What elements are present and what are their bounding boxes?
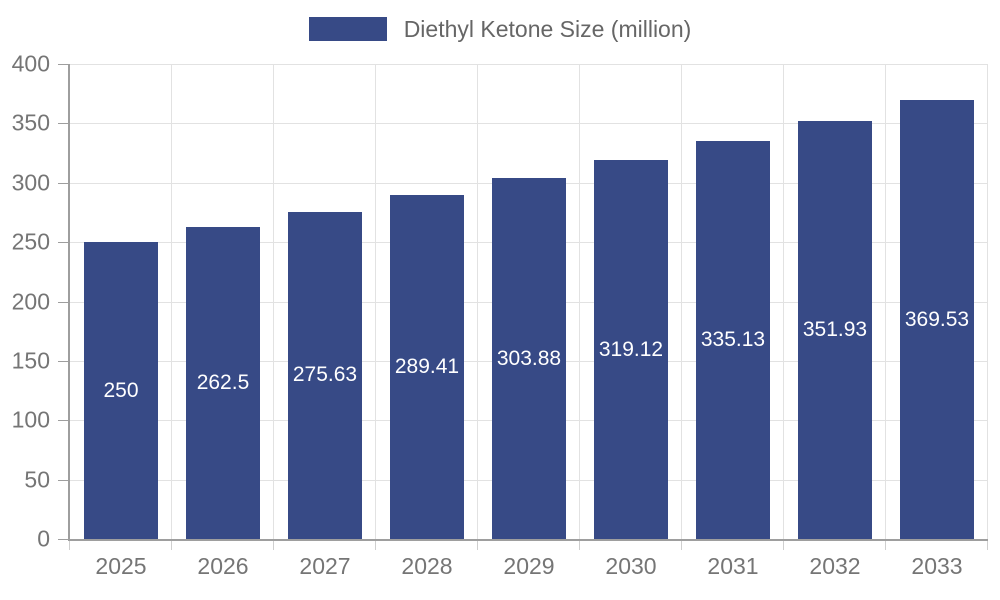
y-axis-tick-label: 0 [37, 525, 50, 552]
x-tick-mark [476, 541, 478, 550]
y-tick-mark [58, 360, 70, 362]
bar-slot: 319.12 [580, 64, 682, 539]
x-axis-tick-label: 2032 [809, 553, 861, 579]
bar-value-label: 369.53 [904, 307, 970, 331]
legend: Diethyl Ketone Size (million) [0, 17, 1000, 41]
legend-label: Diethyl Ketone Size (million) [403, 16, 692, 42]
bar-value-label: 275.63 [292, 363, 358, 387]
v-gridline [579, 64, 580, 539]
v-gridline [374, 64, 376, 539]
bar-slot: 262.5 [172, 64, 274, 539]
bar-value-label: 351.93 [802, 318, 868, 342]
v-gridline [884, 64, 886, 539]
x-axis-tick-label: 2027 [299, 553, 351, 579]
x-axis-tick-label: 2026 [197, 553, 249, 579]
y-axis-tick-label: 100 [11, 406, 50, 433]
x-tick-mark [272, 541, 274, 550]
bar-slot: 351.93 [784, 64, 886, 539]
x-tick-mark [374, 541, 376, 550]
bar-slot: 303.88 [478, 64, 580, 539]
h-gridline [70, 123, 988, 125]
bar-2030: 319.12 [593, 160, 669, 539]
y-axis-tick-label: 400 [11, 50, 50, 77]
x-axis-tick-label: 2030 [605, 553, 657, 579]
y-tick-mark [58, 242, 70, 244]
x-axis-tick-label: 2025 [95, 553, 147, 579]
x-tick-mark [680, 541, 682, 550]
v-gridline [783, 64, 784, 539]
bar-2032: 351.93 [797, 121, 873, 539]
bar-value-label: 319.12 [598, 337, 664, 361]
x-axis: 2025 2026 2027 2028 2029 2030 2031 2032 2033 [70, 553, 988, 580]
y-axis-tick-label: 200 [11, 288, 50, 314]
bar-value-label: 250 [103, 378, 139, 402]
bar-2033: 369.53 [899, 100, 975, 539]
y-tick-mark [58, 301, 70, 303]
y-axis-tick-label: 300 [11, 169, 50, 196]
v-gridline [987, 64, 988, 539]
legend-item[interactable]: Diethyl Ketone Size (million) [308, 16, 692, 42]
x-axis-tick-label: 2031 [707, 553, 759, 579]
bar-series: 250 262.5 275.63 289.41 303.88 319.12 335.13 35… [70, 64, 988, 539]
v-gridline [272, 64, 274, 539]
x-axis-tick-label: 2029 [503, 553, 555, 579]
x-tick-mark [783, 541, 784, 550]
y-axis-tick-label: 350 [11, 109, 50, 136]
bar-2028: 289.41 [389, 195, 465, 539]
h-gridline [70, 64, 988, 65]
bar-value-label: 303.88 [496, 346, 562, 370]
legend-swatch-icon [308, 17, 387, 41]
bar-slot: 289.41 [376, 64, 478, 539]
bar-slot: 250 [70, 64, 172, 539]
y-axis-line [68, 64, 70, 541]
bar-value-label: 262.5 [196, 371, 250, 395]
x-tick-mark [987, 541, 988, 550]
v-gridline [680, 64, 682, 539]
x-tick-mark [884, 541, 886, 550]
x-tick-mark [69, 541, 70, 550]
x-tick-mark [579, 541, 580, 550]
bar-2031: 335.13 [695, 141, 771, 539]
y-tick-mark [58, 539, 70, 540]
bar-slot: 335.13 [682, 64, 784, 539]
plot-area: 250 262.5 275.63 289.41 303.88 319.12 335.13 35… [58, 64, 988, 550]
y-axis: 0 50 100 150 200 250 300 350 400 [0, 51, 50, 552]
y-tick-mark [58, 182, 70, 184]
bar-value-label: 289.41 [394, 355, 460, 379]
y-tick-mark [58, 64, 70, 65]
bar-slot: 369.53 [886, 64, 988, 539]
v-gridline [476, 64, 478, 539]
y-axis-tick-label: 50 [24, 466, 50, 493]
y-axis-tick-label: 150 [11, 347, 50, 374]
x-axis-tick-label: 2033 [911, 553, 963, 579]
v-gridline [170, 64, 172, 539]
bar-2026: 262.5 [185, 227, 261, 539]
bar-2027: 275.63 [287, 211, 363, 539]
bar-2025: 250 [83, 242, 159, 539]
bar-2029: 303.88 [491, 178, 567, 539]
y-tick-mark [58, 420, 70, 422]
bar-value-label: 335.13 [700, 328, 766, 352]
x-axis-tick-label: 2028 [401, 553, 453, 579]
x-axis-line [68, 539, 988, 541]
y-tick-mark [58, 123, 70, 125]
bar-slot: 275.63 [274, 64, 376, 539]
y-tick-mark [58, 479, 70, 481]
y-axis-tick-label: 250 [11, 228, 50, 255]
x-tick-mark [170, 541, 172, 550]
